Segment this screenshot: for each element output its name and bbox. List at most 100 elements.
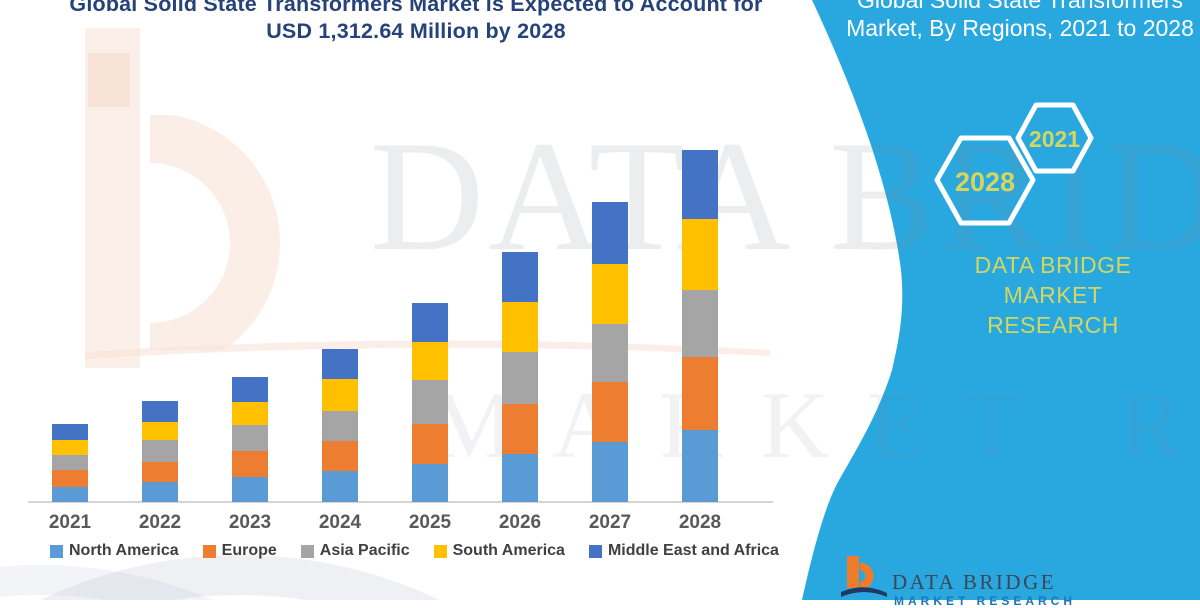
- bar-segment-south-america: [412, 341, 448, 380]
- bar-segment-north-america: [142, 481, 178, 502]
- brand-text-line2: RESEARCH: [987, 312, 1119, 338]
- x-axis-label-2026: 2026: [498, 512, 542, 533]
- legend-label: Middle East and Africa: [607, 542, 779, 559]
- bar-2024: [322, 348, 358, 502]
- legend-item-middle-east-and-africa: Middle East and Africa: [588, 542, 779, 560]
- main-title-line2: USD 1,312.64 Million by 2028: [266, 19, 566, 43]
- bar-segment-middle-east-and-africa: [682, 149, 718, 219]
- bar-segment-north-america: [502, 453, 538, 502]
- legend-swatch-icon: [50, 544, 63, 558]
- legend-label: Europe: [221, 542, 277, 559]
- bar-segment-europe: [592, 381, 628, 442]
- side-panel-title: Global Solid State Transformers Market, …: [840, 0, 1200, 42]
- bar-segment-asia-pacific: [322, 410, 358, 441]
- x-axis-line: [28, 501, 773, 503]
- hexagon-2028-label: 2028: [954, 167, 1016, 197]
- legend-swatch-icon: [433, 544, 447, 558]
- bar-2022: [142, 400, 178, 502]
- brand-text: DATA BRIDGE MARKET RESEARCH: [928, 250, 1178, 340]
- watermark-square: [88, 53, 130, 107]
- hexagon-2021-icon: [1015, 102, 1094, 174]
- bar-segment-asia-pacific: [502, 351, 538, 404]
- side-panel-title-line1: Global Solid State Transformers: [857, 0, 1183, 13]
- bar-segment-asia-pacific: [592, 323, 628, 382]
- bar-segment-asia-pacific: [142, 439, 178, 462]
- chart-legend: North America Europe Asia Pacific South Ame…: [50, 542, 790, 560]
- logo-swoosh: [841, 587, 887, 597]
- legend-label: South America: [452, 542, 565, 559]
- legend-label: North America: [69, 542, 179, 559]
- bar-segment-asia-pacific: [682, 289, 718, 358]
- legend-swatch-icon: [300, 544, 314, 558]
- chart-main-title: Global Solid State Transformers Market i…: [10, 0, 822, 45]
- bar-segment-europe: [142, 461, 178, 482]
- bar-segment-asia-pacific: [52, 454, 88, 470]
- legend-swatch-icon: [202, 544, 216, 558]
- x-axis-label-2024: 2024: [318, 512, 362, 533]
- watermark-b-bowl: [150, 115, 280, 350]
- bar-2026: [502, 251, 538, 502]
- bar-segment-north-america: [232, 477, 268, 502]
- hexagons-graphic: [934, 102, 1094, 226]
- bar-2027: [592, 201, 628, 502]
- legend-item-asia-pacific: Asia Pacific: [300, 542, 410, 560]
- legend-item-north-america: North America: [50, 542, 179, 560]
- bar-segment-south-america: [142, 421, 178, 440]
- legend-item-south-america: South America: [433, 542, 565, 560]
- logo-b-stem: [847, 556, 859, 588]
- hexagon-2021-label: 2021: [1028, 126, 1081, 152]
- bar-segment-middle-east-and-africa: [52, 424, 88, 440]
- bar-segment-middle-east-and-africa: [592, 201, 628, 264]
- bar-segment-europe: [232, 451, 268, 478]
- bar-segment-north-america: [412, 463, 448, 502]
- bar-segment-asia-pacific: [412, 379, 448, 424]
- stacked-bar-chart: 2021 2022 2023 2024 2025 2026 2027 2028 North A…: [28, 149, 790, 560]
- data-bridge-logo-icon: [841, 556, 887, 597]
- bar-segment-europe: [682, 357, 718, 431]
- bar-segment-middle-east-and-africa: [502, 251, 538, 302]
- bar-segment-north-america: [682, 430, 718, 502]
- x-axis-label-2023: 2023: [228, 512, 272, 533]
- legend-item-europe: Europe: [202, 542, 277, 560]
- watermark-arc-1: [40, 555, 440, 600]
- bar-segment-north-america: [52, 486, 88, 502]
- footer-logo-sub: MARKET RESEARCH: [894, 594, 1077, 608]
- bar-segment-north-america: [322, 470, 358, 502]
- bar-segment-south-america: [322, 378, 358, 411]
- bar-2025: [412, 302, 448, 502]
- bar-segment-europe: [502, 403, 538, 454]
- bar-segment-south-america: [592, 263, 628, 324]
- bar-segment-europe: [52, 469, 88, 487]
- bar-segment-middle-east-and-africa: [232, 377, 268, 402]
- bar-2023: [232, 377, 268, 502]
- brand-text-line1: DATA BRIDGE MARKET: [974, 252, 1132, 308]
- side-panel-title-line2: Market, By Regions, 2021 to 2028: [846, 15, 1194, 41]
- hexagon-2028-icon: [934, 135, 1036, 226]
- bar-segment-south-america: [682, 218, 718, 290]
- x-axis-label-2027: 2027: [588, 512, 632, 533]
- watermark-arc-2: [0, 565, 213, 600]
- bar-segment-middle-east-and-africa: [412, 302, 448, 342]
- legend-swatch-icon: [588, 544, 602, 558]
- bar-2028: [682, 149, 718, 502]
- legend-label: Asia Pacific: [319, 542, 410, 559]
- bar-segment-middle-east-and-africa: [322, 348, 358, 379]
- x-axis-label-2021: 2021: [48, 512, 92, 533]
- x-axis-label-2022: 2022: [138, 512, 182, 533]
- bar-segment-europe: [322, 440, 358, 471]
- bar-segment-north-america: [592, 441, 628, 502]
- x-axis-label-2025: 2025: [408, 512, 452, 533]
- bar-segment-middle-east-and-africa: [142, 400, 178, 422]
- bar-segment-asia-pacific: [232, 425, 268, 452]
- bar-segment-europe: [412, 423, 448, 464]
- bar-segment-south-america: [232, 401, 268, 426]
- bar-2021: [52, 424, 88, 502]
- footer-logo-brand: DATA BRIDGE: [892, 570, 1057, 594]
- bar-segment-south-america: [502, 301, 538, 352]
- bar-segment-south-america: [52, 439, 88, 455]
- main-title-line1: Global Solid State Transformers Market i…: [69, 0, 763, 16]
- watermark-text-market-research: MARKET RESEARCH: [430, 372, 1200, 478]
- logo-b-bowl: [860, 562, 874, 590]
